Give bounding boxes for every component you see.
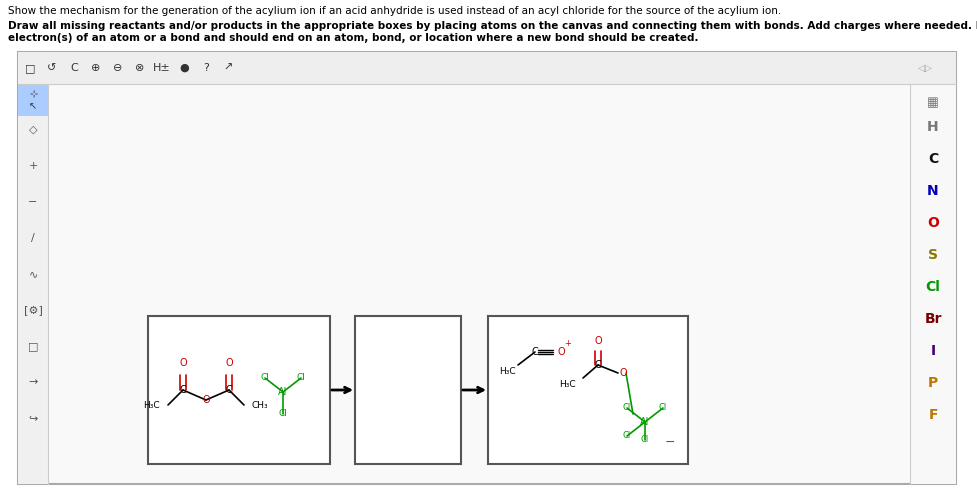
Text: ⊹
↖: ⊹ ↖ <box>29 89 37 111</box>
Text: →: → <box>28 377 38 387</box>
Text: H: H <box>927 120 939 134</box>
Text: ↺: ↺ <box>47 63 57 73</box>
Text: C: C <box>531 347 538 357</box>
Text: ⊗: ⊗ <box>135 63 145 73</box>
Bar <box>18 52 956 84</box>
Text: Cl: Cl <box>658 403 667 412</box>
Text: O: O <box>557 347 565 357</box>
Text: ⊖: ⊖ <box>113 63 123 73</box>
Text: Show the mechanism for the generation of the acylium ion if an acid anhydride is: Show the mechanism for the generation of… <box>8 6 782 16</box>
Bar <box>18 84 48 116</box>
Text: □: □ <box>24 63 35 73</box>
Text: N: N <box>927 184 939 198</box>
Text: Cl: Cl <box>261 373 270 382</box>
Text: ⊕: ⊕ <box>91 63 101 73</box>
Text: H±: H± <box>153 63 171 73</box>
Text: F: F <box>928 408 938 422</box>
Text: −: − <box>28 197 38 207</box>
Bar <box>355 316 461 464</box>
Text: H₃C: H₃C <box>144 400 160 409</box>
Text: ▦: ▦ <box>927 96 939 109</box>
Text: C: C <box>595 360 602 370</box>
Text: ◁▷: ◁▷ <box>917 63 932 73</box>
Text: O: O <box>225 358 233 368</box>
Text: I: I <box>930 344 936 358</box>
Text: −: − <box>665 435 675 449</box>
Text: O: O <box>620 368 627 378</box>
Text: ◇: ◇ <box>28 125 37 135</box>
Text: ●: ● <box>179 63 189 73</box>
Text: +: + <box>564 339 571 348</box>
Text: /: / <box>31 233 35 243</box>
Text: ↪: ↪ <box>28 413 38 423</box>
Bar <box>488 316 688 464</box>
Text: C: C <box>226 385 233 395</box>
Text: O: O <box>927 216 939 230</box>
Text: Cl: Cl <box>623 431 631 440</box>
Text: +: + <box>28 161 38 171</box>
Text: electron(s) of an atom or a bond and should end on an atom, bond, or location wh: electron(s) of an atom or a bond and sho… <box>8 33 699 43</box>
Text: Al: Al <box>278 387 287 397</box>
Text: □: □ <box>27 341 38 351</box>
Text: Br: Br <box>924 312 942 326</box>
Text: Cl: Cl <box>297 373 306 382</box>
Bar <box>910 84 956 484</box>
Bar <box>18 84 48 484</box>
Text: ∿: ∿ <box>28 269 38 279</box>
Bar <box>18 52 956 484</box>
Text: Cl: Cl <box>925 280 941 294</box>
Text: C: C <box>928 152 938 166</box>
Text: ↗: ↗ <box>224 63 233 73</box>
Text: Draw all missing reactants and/or products in the appropriate boxes by placing a: Draw all missing reactants and/or produc… <box>8 21 977 31</box>
Text: Al: Al <box>640 417 650 427</box>
Text: [⚙]: [⚙] <box>23 305 42 315</box>
Text: O: O <box>594 336 602 346</box>
Text: C: C <box>180 385 187 395</box>
Text: ?: ? <box>203 63 209 73</box>
Text: S: S <box>928 248 938 262</box>
Text: Cl: Cl <box>641 435 649 444</box>
Text: H₃C: H₃C <box>499 367 516 376</box>
Text: Cl: Cl <box>623 403 631 412</box>
Text: O: O <box>202 395 210 405</box>
Text: P: P <box>928 376 938 390</box>
Text: Cl: Cl <box>278 409 287 419</box>
Text: CH₃: CH₃ <box>252 400 269 409</box>
Text: H₃C: H₃C <box>560 380 576 389</box>
Bar <box>148 316 330 464</box>
Text: O: O <box>179 358 187 368</box>
Text: C: C <box>70 63 78 73</box>
